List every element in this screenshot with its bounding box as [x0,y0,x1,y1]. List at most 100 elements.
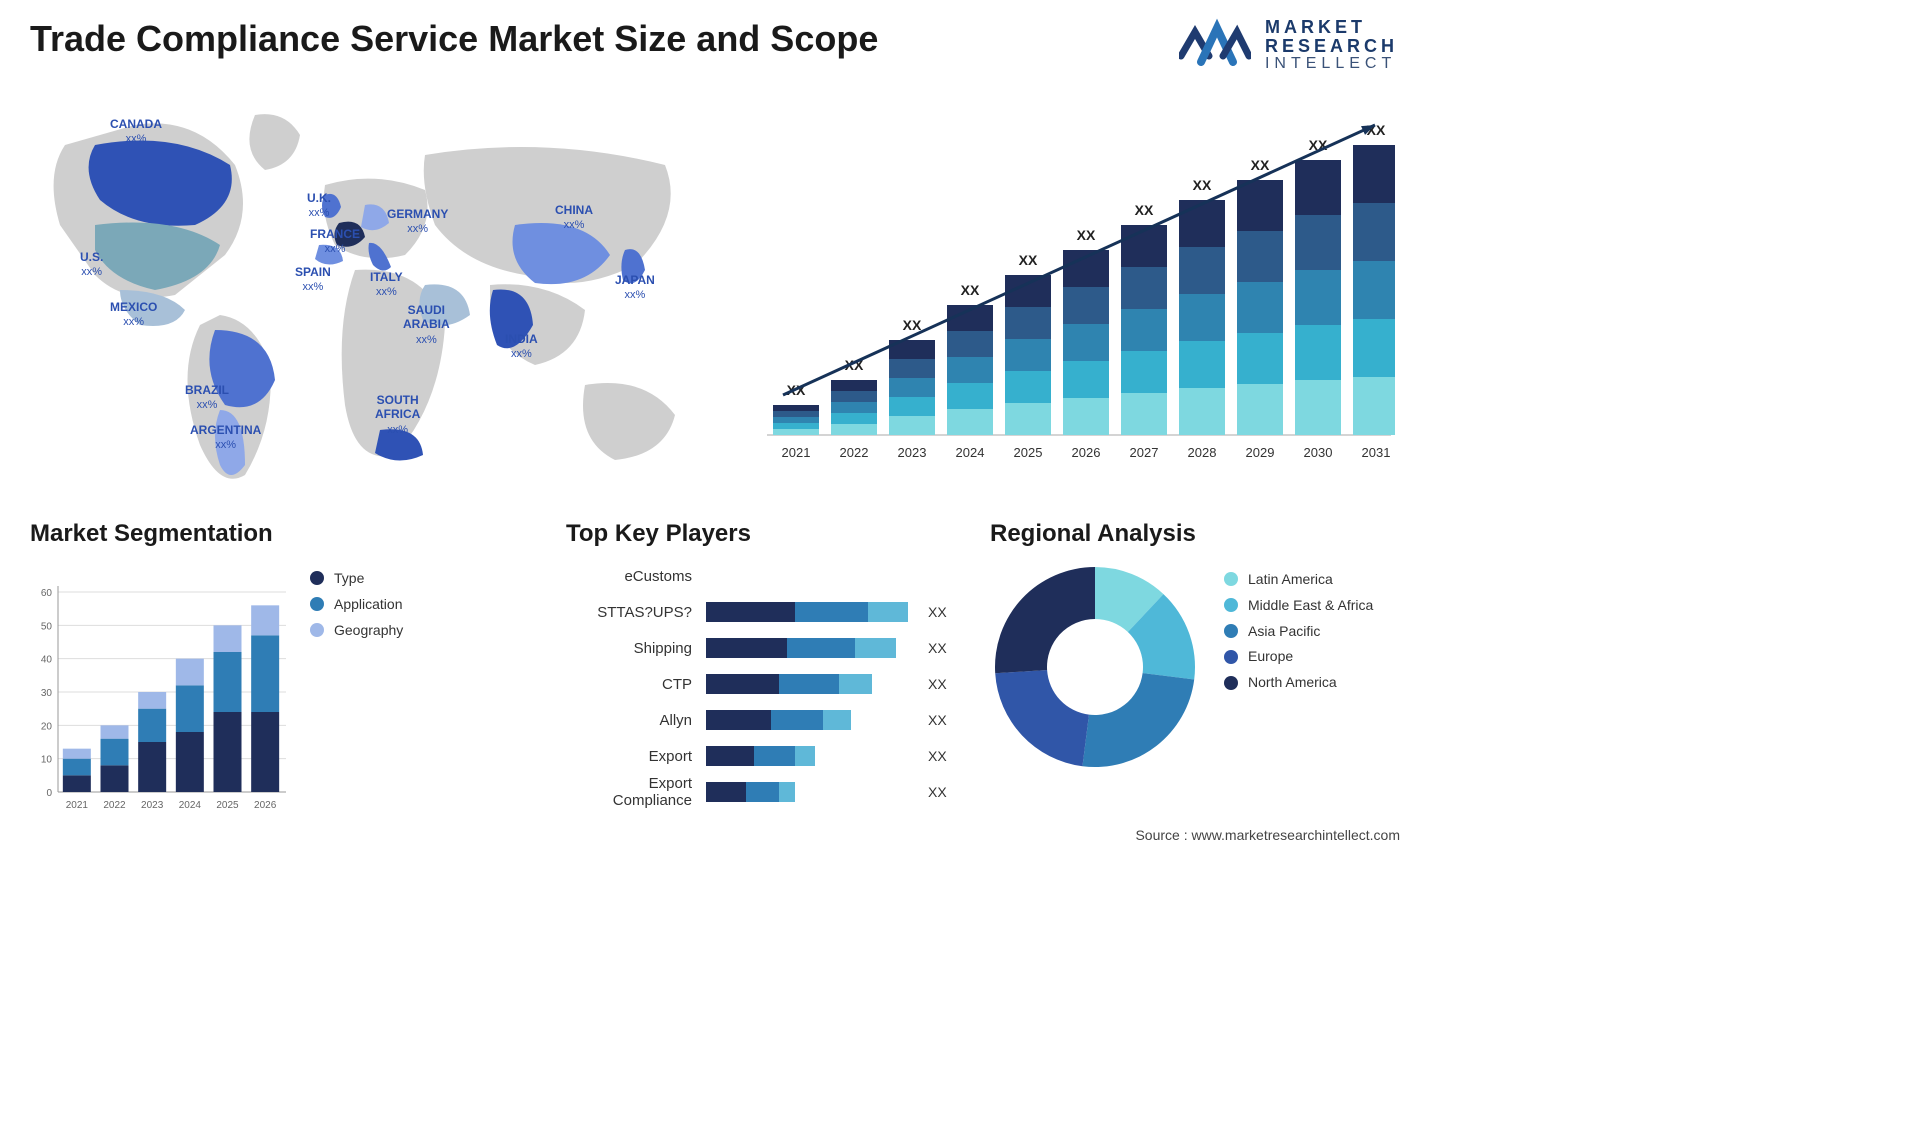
svg-text:2022: 2022 [103,800,126,811]
regional-legend-item: Europe [1224,648,1373,665]
player-bar [706,782,916,802]
svg-text:2030: 2030 [1304,445,1333,460]
key-players-list: eCustomsSTTAS?UPS?XXShippingXXCTPXXAllyn… [566,558,966,810]
player-bar [706,602,916,622]
segmentation-section: Market Segmentation 01020304050602021202… [30,520,480,820]
seg-legend-item: Geography [310,622,403,638]
growth-chart: XX 2021 XX 2022 XX 2023 XX 2024 XX 2025 XX 2026 XX 20… [755,95,1395,470]
player-row: STTAS?UPS? XX [566,594,966,630]
player-bar [706,710,916,730]
svg-text:2027: 2027 [1130,445,1159,460]
regional-title: Regional Analysis [990,520,1400,548]
brand-logo: MARKET RESEARCH INTELLECT [1179,18,1398,73]
svg-text:XX: XX [961,282,980,298]
svg-text:60: 60 [41,588,53,599]
segmentation-chart: 0102030405060202120222023202420252026 [30,560,290,820]
key-players-section: Top Key Players eCustomsSTTAS?UPS?XXShip… [566,520,966,810]
map-label-india: INDIAxx% [505,332,538,362]
map-label-canada: CANADAxx% [110,117,162,147]
player-row: Shipping XX [566,630,966,666]
regional-legend-item: Middle East & Africa [1224,597,1373,614]
map-label-mexico: MEXICOxx% [110,300,157,330]
player-row: CTPXX [566,666,966,702]
player-name: Allyn [566,712,706,729]
page-title: Trade Compliance Service Market Size and… [30,18,878,60]
svg-text:2023: 2023 [898,445,927,460]
map-label-u-s-: U.S.xx% [80,250,103,280]
svg-text:XX: XX [1251,157,1270,173]
world-map: CANADAxx% U.S.xx% MEXICOxx% BRAZILxx% ARGENT… [25,95,725,495]
map-label-south-africa: SOUTHAFRICAxx% [375,393,420,437]
svg-text:0: 0 [46,788,52,799]
map-label-france: FRANCExx% [310,227,360,257]
regional-donut [990,562,1200,772]
svg-text:2031: 2031 [1362,445,1391,460]
svg-text:2021: 2021 [66,800,89,811]
svg-text:40: 40 [41,655,53,666]
logo-line2: RESEARCH [1265,37,1398,56]
map-label-spain: SPAINxx% [295,265,331,295]
svg-text:2022: 2022 [840,445,869,460]
svg-text:XX: XX [1135,202,1154,218]
svg-text:2028: 2028 [1188,445,1217,460]
player-value: XX [916,676,947,692]
svg-text:2024: 2024 [956,445,985,460]
regional-legend: Latin America Middle East & Africa Asia Pa… [1224,562,1373,700]
map-label-china: CHINAxx% [555,203,593,233]
segmentation-title: Market Segmentation [30,520,480,548]
player-row: Allyn XX [566,702,966,738]
player-bar [706,566,916,586]
map-label-japan: JAPANxx% [615,273,655,303]
svg-text:2025: 2025 [1014,445,1043,460]
svg-text:10: 10 [41,755,53,766]
map-label-brazil: BRAZILxx% [185,383,229,413]
player-bar [706,674,916,694]
svg-text:2026: 2026 [1072,445,1101,460]
svg-text:XX: XX [1193,177,1212,193]
svg-text:2025: 2025 [216,800,239,811]
regional-legend-item: Asia Pacific [1224,623,1373,640]
player-value: XX [916,604,947,620]
map-label-saudi-arabia: SAUDIARABIAxx% [403,303,450,347]
player-name: STTAS?UPS? [566,604,706,621]
player-value: XX [916,712,947,728]
source-label: Source : www.marketresearchintellect.com [1135,827,1400,843]
svg-text:30: 30 [41,688,53,699]
seg-legend-item: Application [310,596,403,612]
svg-text:2023: 2023 [141,800,164,811]
player-name: Export [566,748,706,765]
regional-section: Regional Analysis Latin America Middle Ea… [990,520,1400,772]
player-bar [706,746,916,766]
player-name: eCustoms [566,568,706,585]
player-name: Export Compliance [566,775,706,809]
segmentation-legend: Type Application Geography [310,560,403,820]
map-label-argentina: ARGENTINAxx% [190,423,261,453]
map-label-u-k-: U.K.xx% [307,191,331,221]
growth-chart-svg: XX 2021 XX 2022 XX 2023 XX 2024 XX 2025 XX 2026 XX 20… [755,95,1395,470]
seg-legend-item: Type [310,570,403,586]
svg-text:2026: 2026 [254,800,277,811]
logo-line1: MARKET [1265,18,1398,37]
svg-text:20: 20 [41,721,53,732]
svg-text:XX: XX [1019,252,1038,268]
logo-mark-icon [1179,18,1251,72]
player-value: XX [916,748,947,764]
player-value: XX [916,784,947,800]
key-players-title: Top Key Players [566,520,966,548]
svg-text:2021: 2021 [782,445,811,460]
svg-text:XX: XX [1077,227,1096,243]
regional-legend-item: North America [1224,674,1373,691]
regional-legend-item: Latin America [1224,571,1373,588]
player-row: Export XX [566,738,966,774]
player-bar [706,638,916,658]
player-name: Shipping [566,640,706,657]
logo-line3: INTELLECT [1265,56,1398,73]
player-value: XX [916,640,947,656]
svg-text:2024: 2024 [179,800,202,811]
map-label-italy: ITALYxx% [370,270,403,300]
svg-text:XX: XX [903,317,922,333]
map-label-germany: GERMANYxx% [387,207,448,237]
svg-text:2029: 2029 [1246,445,1275,460]
logo-text: MARKET RESEARCH INTELLECT [1265,18,1398,73]
player-row: Export Compliance XX [566,774,966,810]
